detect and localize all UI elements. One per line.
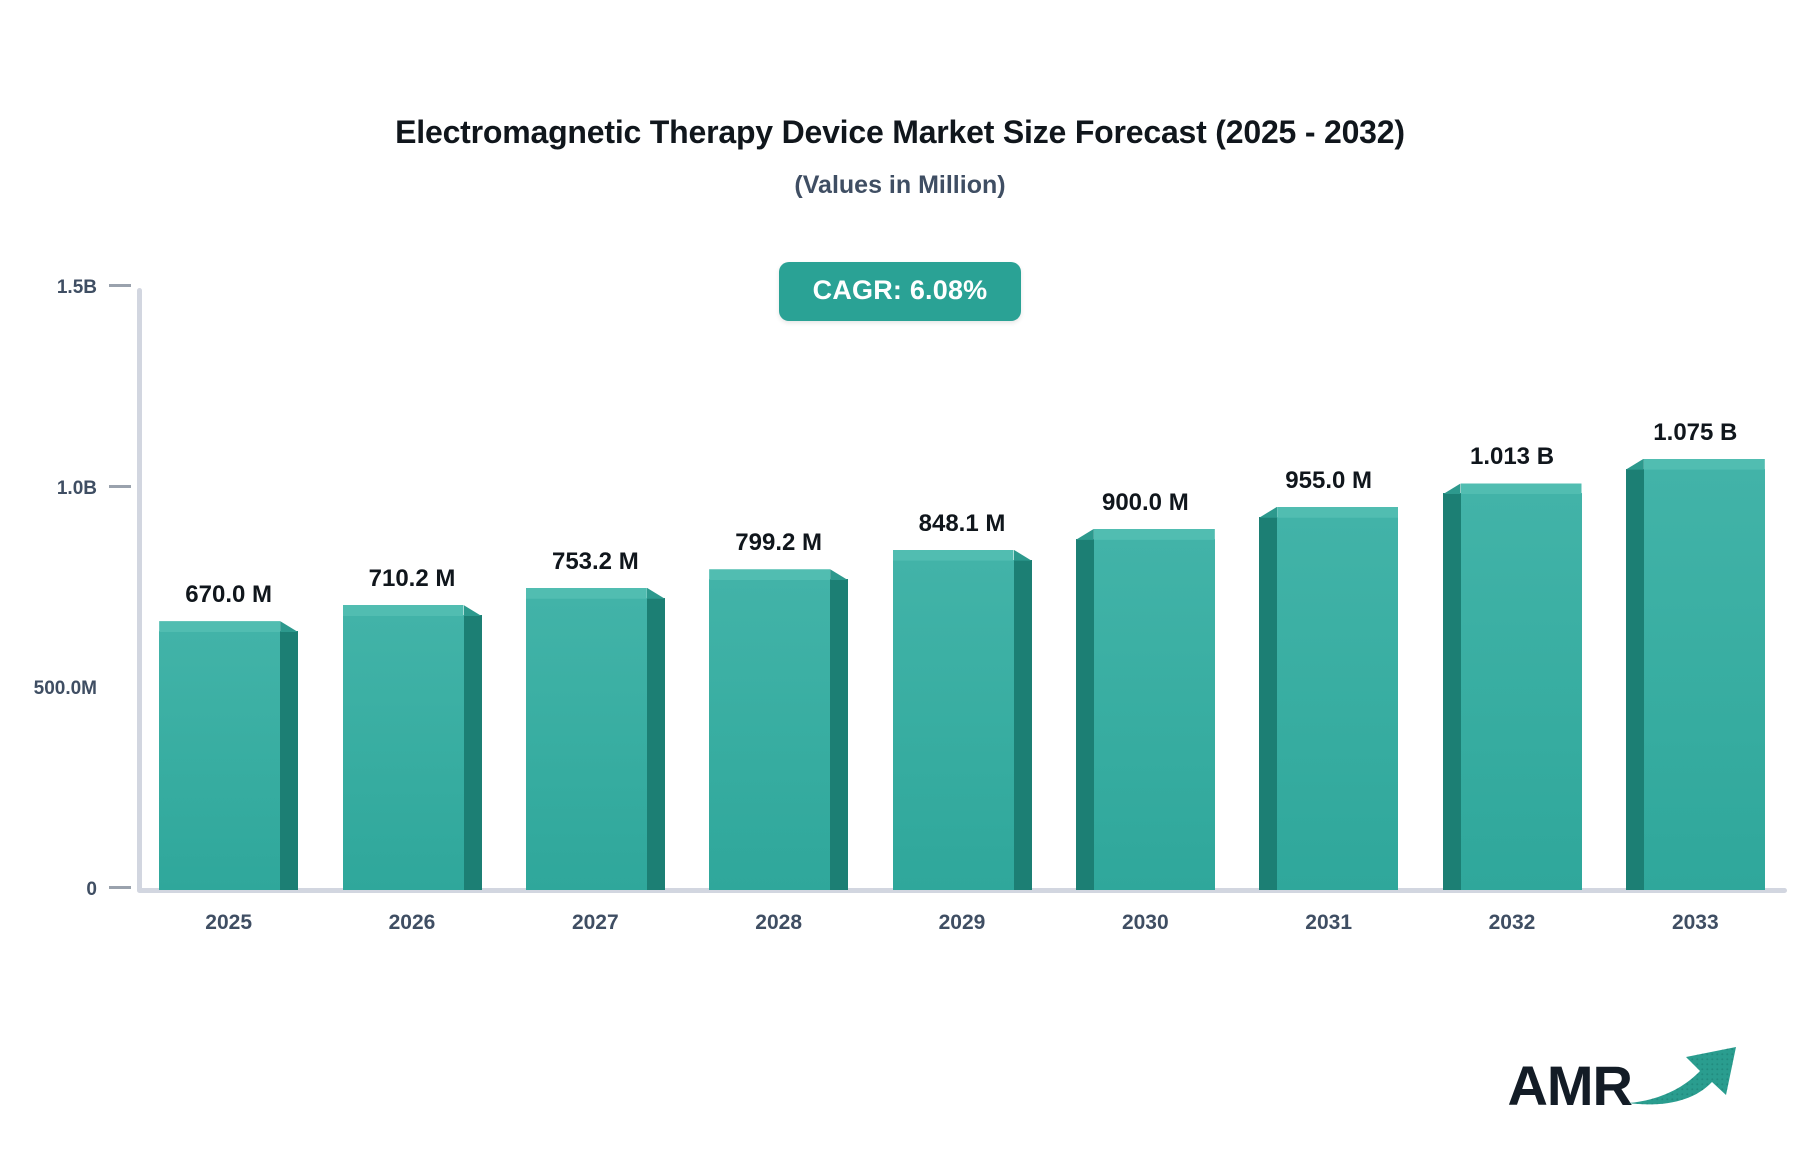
- bar-2032[interactable]: 1.013 B: [1442, 445, 1582, 890]
- bar-side-panel: [1625, 468, 1644, 890]
- amr-logo: AMR: [1507, 1043, 1748, 1114]
- bar-side-panel: [1442, 493, 1461, 890]
- bar-front-face: [525, 597, 647, 890]
- bar-2030[interactable]: 900.0 M: [1075, 490, 1215, 890]
- bar-top-bevel: [1075, 528, 1094, 540]
- bar-side-panel: [463, 614, 482, 890]
- bar-value-label: 1.013 B: [1469, 443, 1555, 471]
- amr-wordmark: AMR: [1507, 1054, 1633, 1117]
- bar-value-label: 900.0 M: [1101, 488, 1189, 516]
- bar-top-cap: [1277, 506, 1399, 518]
- bar-body: [1442, 483, 1582, 890]
- bar-front-face: [1460, 493, 1582, 890]
- bar-side-panel: [646, 597, 665, 890]
- y-axis-tick: 0: [86, 880, 131, 900]
- bar-front-face: [1277, 516, 1399, 890]
- chart-header: Electromagnetic Therapy Device Market Si…: [0, 0, 1800, 200]
- bar-value-label: 710.2 M: [368, 564, 456, 592]
- x-axis-label-2029: 2029: [938, 911, 986, 934]
- bar-front-face: [1643, 468, 1765, 890]
- bar-body: [1625, 458, 1765, 890]
- y-axis-tick-label: 1.0B: [56, 477, 97, 499]
- bar-top-cap: [892, 549, 1014, 561]
- bar-2029[interactable]: 848.1 M: [892, 511, 1032, 890]
- x-axis-label-2032: 2032: [1488, 911, 1536, 934]
- cagr-badge: CAGR: 6.08%: [778, 262, 1022, 321]
- bar-2031[interactable]: 955.0 M: [1259, 468, 1399, 890]
- bar-top-cap: [1093, 528, 1215, 540]
- bar-top-bevel: [1013, 549, 1032, 561]
- y-axis-tick-label: 1.5B: [56, 277, 97, 298]
- x-axis-label-2033: 2033: [1671, 911, 1719, 934]
- y-axis-tick-label: 500.0M: [33, 678, 97, 700]
- chart-subtitle: (Values in Million): [794, 171, 1006, 200]
- bar-top-bevel: [1259, 506, 1278, 518]
- y-axis-tick: 500.0M: [34, 679, 131, 699]
- cagr-badge-container: CAGR: 6.08%: [0, 262, 1800, 321]
- bar-value-label: 670.0 M: [185, 581, 273, 609]
- bar-value-label: 799.2 M: [735, 529, 823, 557]
- y-axis-line: [137, 288, 142, 892]
- x-axis-label-2027: 2027: [571, 911, 619, 934]
- bar-side-panel: [1013, 559, 1032, 890]
- bars-layer: 670.0 M 710.2 M 753.2 M 799.2 M 848.1 M 900.0…: [137, 288, 1787, 890]
- growth-arrow-icon: [1626, 1043, 1748, 1112]
- bar-body: [159, 621, 299, 890]
- bar-top-cap: [709, 569, 831, 581]
- y-axis-tick: 1.5B: [57, 278, 131, 298]
- bar-front-face: [892, 559, 1014, 890]
- bar-side-panel: [280, 631, 299, 890]
- y-axis-tick: 1.0B: [56, 477, 131, 499]
- bar-side-panel: [1259, 516, 1278, 890]
- y-axis-tick-mark: [109, 284, 131, 288]
- bar-top-bevel: [1442, 483, 1461, 495]
- bar-top-cap: [525, 587, 647, 599]
- x-axis-label-2025: 2025: [205, 911, 253, 934]
- bar-front-face: [1093, 538, 1215, 890]
- bar-side-panel: [830, 579, 849, 890]
- bar-side-panel: [1075, 538, 1094, 890]
- x-axis-labels: 2025 2026 2027 2028 2029 2030 2031 2032 2033: [137, 912, 1787, 952]
- y-axis-tick-label: 0: [86, 879, 97, 900]
- bar-value-label: 848.1 M: [918, 509, 1006, 537]
- bar-top-bevel: [463, 604, 482, 616]
- bar-top-cap: [1643, 458, 1765, 470]
- bar-top-bevel: [830, 569, 849, 581]
- bar-top-bevel: [280, 621, 299, 633]
- bar-2025[interactable]: 670.0 M: [159, 583, 299, 890]
- x-axis-label-2030: 2030: [1121, 911, 1169, 934]
- bar-value-label: 753.2 M: [551, 547, 639, 575]
- bar-body: [1075, 528, 1215, 890]
- y-axis-tick-mark: [109, 886, 131, 890]
- bar-2028[interactable]: 799.2 M: [709, 531, 849, 890]
- bar-front-face: [159, 631, 281, 890]
- bar-top-bevel: [1625, 458, 1644, 470]
- x-axis-label-2028: 2028: [755, 911, 803, 934]
- x-axis-label-2026: 2026: [388, 911, 436, 934]
- x-axis-label-2031: 2031: [1305, 911, 1353, 934]
- bar-body: [342, 604, 482, 890]
- bar-top-cap: [1460, 483, 1582, 495]
- bar-top-bevel: [646, 587, 665, 599]
- bar-2027[interactable]: 753.2 M: [525, 549, 665, 890]
- bar-front-face: [709, 579, 831, 890]
- x-axis-line: [137, 888, 1787, 893]
- chart-title: Electromagnetic Therapy Device Market Si…: [395, 114, 1405, 150]
- bar-value-label: 955.0 M: [1285, 466, 1373, 494]
- bar-top-cap: [159, 621, 281, 633]
- y-axis-tick-mark: [109, 485, 131, 489]
- bar-front-face: [342, 614, 464, 890]
- bar-value-label: 1.075 B: [1653, 418, 1738, 446]
- bar-body: [892, 549, 1032, 890]
- bar-body: [709, 569, 849, 890]
- bar-body: [1259, 506, 1399, 890]
- bar-top-cap: [342, 604, 464, 616]
- bar-2033[interactable]: 1.075 B: [1625, 420, 1765, 890]
- bar-2026[interactable]: 710.2 M: [342, 566, 482, 890]
- bar-body: [525, 587, 665, 890]
